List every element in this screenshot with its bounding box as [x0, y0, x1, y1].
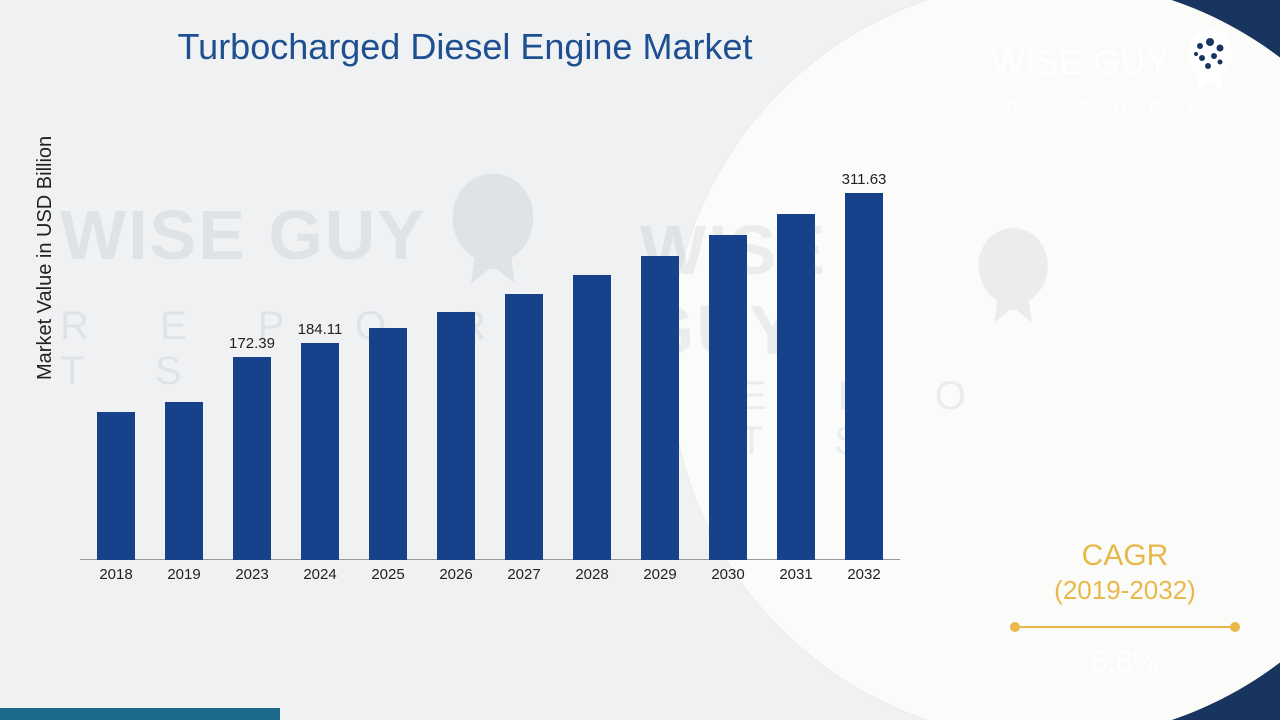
bar-slot [562, 253, 622, 560]
bar [777, 214, 815, 560]
bar-slot [154, 380, 214, 560]
x-axis-tick-label: 2032 [834, 566, 894, 583]
cagr-dot-left [1010, 622, 1020, 632]
bar-slot [630, 234, 690, 560]
bar-slot: 311.63 [834, 171, 894, 560]
bar [301, 343, 339, 560]
x-axis-tick-label: 2029 [630, 566, 690, 583]
bar-slot [766, 192, 826, 560]
logo-sub-text: R E P O R T S [990, 100, 1240, 118]
bar-slot [494, 272, 554, 560]
cagr-range: (2019-2032) [970, 575, 1280, 606]
bars-container: 172.39 184.11 311.63 [80, 160, 900, 560]
bottom-accent-strip [0, 708, 280, 720]
bar-slot [698, 213, 758, 560]
bar-value-label: 172.39 [229, 335, 275, 353]
bar-slot: 184.11 [290, 321, 350, 560]
cagr-divider [1014, 622, 1236, 632]
bar [709, 235, 747, 560]
bar [845, 193, 883, 560]
plot-region: 172.39 184.11 311.63 [80, 160, 900, 560]
bar [97, 412, 135, 560]
x-axis-tick-label: 2023 [222, 566, 282, 583]
x-axis-tick-label: 2019 [154, 566, 214, 583]
bar [641, 256, 679, 560]
x-labels-container: 2018 2019 2023 2024 2025 2026 2027 2028 2029 2030… [80, 566, 900, 583]
y-axis-label: Market Value in USD Billion [34, 136, 57, 380]
bar [505, 294, 543, 560]
x-axis-tick-label: 2028 [562, 566, 622, 583]
x-axis-tick-label: 2024 [290, 566, 350, 583]
x-axis-tick-label: 2030 [698, 566, 758, 583]
cagr-value: 6.8% [970, 646, 1280, 680]
bar [233, 357, 271, 560]
infographic-stage: WISE GUY R E P O R T S WISE GUY R E P O … [0, 0, 1280, 720]
cagr-dot-right [1230, 622, 1240, 632]
x-axis-tick-label: 2025 [358, 566, 418, 583]
bar [573, 275, 611, 560]
bar [369, 328, 407, 560]
chart-title: Turbocharged Diesel Engine Market [0, 26, 930, 68]
bar-slot [426, 290, 486, 560]
x-axis-tick-label: 2018 [86, 566, 146, 583]
x-axis-tick-label: 2031 [766, 566, 826, 583]
cagr-block: CAGR (2019-2032) 6.8% [970, 539, 1280, 680]
brand-logo: WISE GUY R E P O R T S [990, 28, 1240, 118]
x-axis-tick-label: 2027 [494, 566, 554, 583]
bar-value-label: 184.11 [298, 321, 343, 339]
logo-main-text: WISE GUY [992, 44, 1170, 83]
bar-slot: 172.39 [222, 335, 282, 560]
bar [165, 402, 203, 560]
bar-slot [358, 306, 418, 560]
logo-head-icon [1180, 28, 1240, 98]
chart-area: Turbocharged Diesel Engine Market Market… [0, 0, 980, 700]
bar [437, 312, 475, 560]
bar-value-label: 311.63 [842, 171, 887, 189]
bar-slot [86, 390, 146, 560]
cagr-label: CAGR [970, 539, 1280, 573]
x-axis-tick-label: 2026 [426, 566, 486, 583]
